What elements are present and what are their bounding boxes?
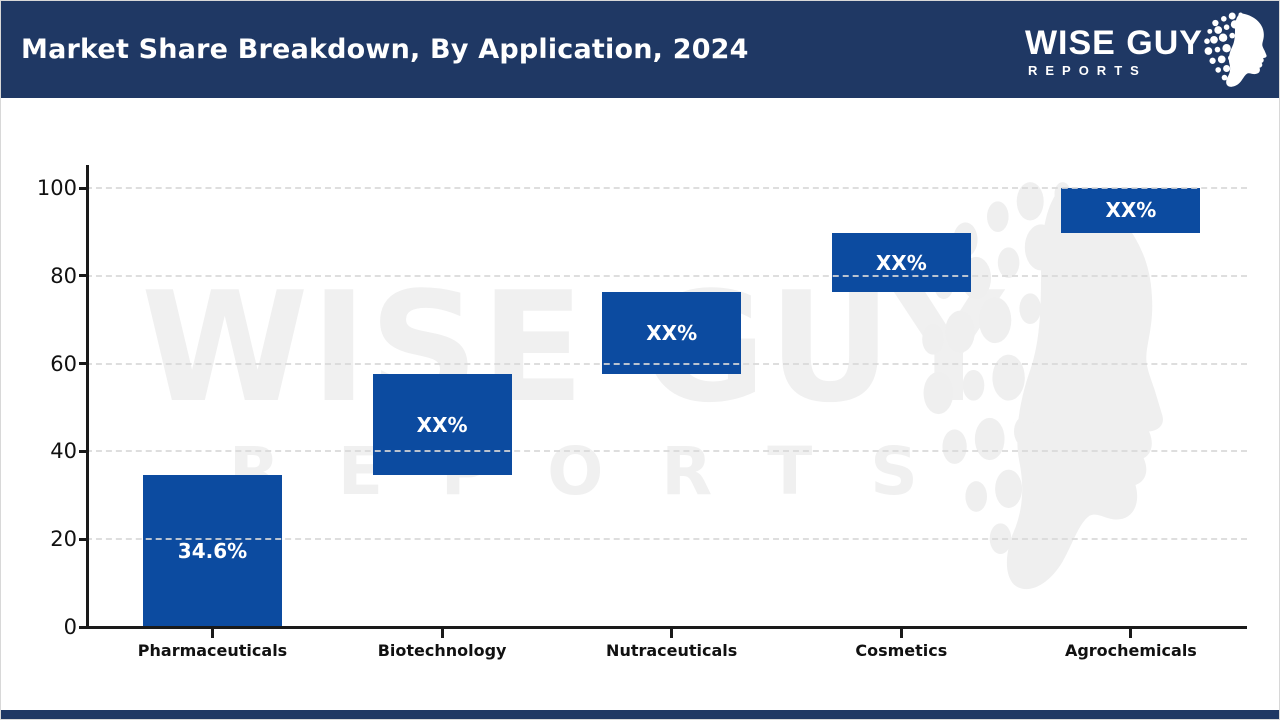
y-axis-tick xyxy=(79,186,88,190)
bar-biotechnology xyxy=(372,374,512,476)
y-axis-tick-label: 60 xyxy=(50,351,77,376)
bar-value-label: 34.6% xyxy=(177,539,248,564)
y-axis-tick-label: 0 xyxy=(63,615,77,639)
footer-bar xyxy=(1,710,1279,719)
page-title: Market Share Breakdown, By Application, … xyxy=(21,34,749,65)
y-axis-tick xyxy=(79,274,88,278)
bar-value-label: XX% xyxy=(646,321,698,346)
x-axis-label-biotechnology: Biotechnology xyxy=(377,641,507,660)
y-axis-line xyxy=(86,165,89,629)
gridline-80 xyxy=(86,274,1247,277)
gridline-60 xyxy=(86,362,1247,365)
y-axis-tick xyxy=(79,449,88,453)
bar-cosmetics xyxy=(831,232,971,293)
bar-nutraceuticals xyxy=(602,292,742,375)
watermark-reports: REPORTS xyxy=(229,433,976,510)
x-axis-tick xyxy=(211,629,214,638)
x-axis-tick xyxy=(670,629,674,638)
y-axis-tick xyxy=(79,362,88,366)
brand-logo: WISE GUY REPORTS xyxy=(1025,9,1273,93)
y-axis-tick-label: 80 xyxy=(50,263,77,288)
x-axis-tick xyxy=(899,629,903,638)
bar-value-label: XX% xyxy=(875,250,927,275)
y-axis-tick xyxy=(79,537,88,541)
gridline-100 xyxy=(86,187,1247,189)
brand-subname: REPORTS xyxy=(1027,62,1147,78)
x-axis-label-nutraceuticals: Nutraceuticals xyxy=(606,641,738,660)
gridline-20 xyxy=(86,538,1247,541)
y-axis-tick-label: 40 xyxy=(50,439,77,464)
x-axis-line xyxy=(86,626,1247,629)
x-axis-tick xyxy=(1129,629,1133,638)
gridline-40 xyxy=(86,450,1247,453)
x-axis-label-pharmaceuticals: Pharmaceuticals xyxy=(137,641,288,660)
brand-name: WISE GUY xyxy=(1024,23,1203,62)
y-axis-tick-label: 100 xyxy=(36,176,77,200)
bar-agrochemicals xyxy=(1061,188,1201,233)
brand-logo-text: WISE GUY REPORTS xyxy=(1025,26,1203,77)
x-axis-label-cosmetics: Cosmetics xyxy=(855,641,948,660)
brand-head-icon xyxy=(1204,12,1267,87)
bar-value-label: XX% xyxy=(416,412,468,437)
y-axis-tick-label: 20 xyxy=(50,527,77,552)
bar-value-label: XX% xyxy=(1105,198,1157,223)
y-axis-tick xyxy=(79,625,88,629)
bar-pharmaceuticals xyxy=(143,475,282,627)
x-axis-tick xyxy=(440,629,444,638)
x-axis-label-agrochemicals: Agrochemicals xyxy=(1064,641,1197,660)
header-bar: Market Share Breakdown, By Application, … xyxy=(1,1,1279,98)
